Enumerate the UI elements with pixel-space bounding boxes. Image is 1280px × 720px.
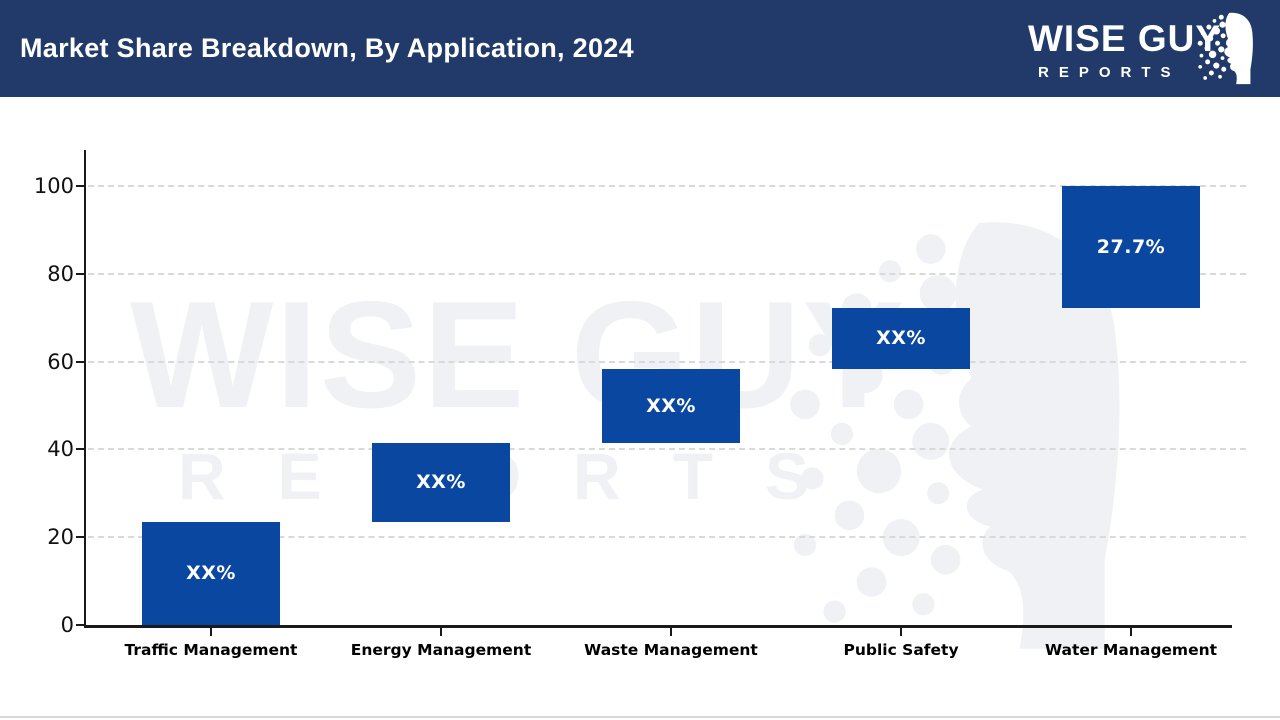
y-tick — [76, 624, 84, 626]
wiseguy-logo: WISE GUY REPORTS — [1028, 12, 1253, 85]
bar-segment: XX% — [142, 521, 280, 625]
bar-segment: XX% — [372, 442, 510, 522]
y-tick — [76, 448, 84, 451]
page-title: Market Share Breakdown, By Application, … — [20, 33, 634, 63]
gridline — [88, 185, 1246, 187]
bottom-border — [0, 716, 1280, 718]
gridline — [88, 536, 1246, 539]
bar-segment: XX% — [602, 369, 740, 443]
bar-segment: 27.7% — [1062, 186, 1200, 308]
logo-subtext: REPORTS — [1038, 64, 1181, 81]
y-tick — [76, 185, 84, 187]
y-tick-label: 40 — [47, 437, 74, 462]
y-tick — [76, 272, 84, 275]
y-tick-label: 80 — [47, 261, 74, 286]
x-tick — [900, 628, 902, 636]
bar-value-label: XX% — [876, 327, 926, 350]
logo-wordmark: WISE GUY — [1028, 18, 1221, 59]
y-tick — [76, 536, 84, 539]
bar-value-label: XX% — [186, 562, 236, 585]
bar-segment: XX% — [832, 307, 970, 370]
x-axis-label: Traffic Management — [124, 641, 298, 659]
x-tick — [440, 628, 442, 636]
header-bar: Market Share Breakdown, By Application, … — [0, 0, 1280, 97]
x-axis-label: Water Management — [1044, 641, 1218, 659]
x-tick — [1130, 628, 1132, 636]
bar-value-label: 27.7% — [1096, 235, 1166, 258]
bar-value-label: XX% — [416, 471, 466, 494]
y-tick — [76, 360, 84, 363]
gridline — [88, 360, 1246, 363]
gridline — [88, 272, 1246, 275]
x-tick — [210, 628, 212, 636]
x-axis-line — [84, 625, 1232, 628]
gridline — [88, 448, 1246, 451]
x-axis-label: Public Safety — [843, 641, 959, 659]
x-tick — [670, 628, 672, 636]
y-tick-label: 60 — [47, 349, 74, 374]
y-axis-line — [84, 150, 86, 628]
y-tick-label: 0 — [60, 613, 74, 637]
y-tick-label: 100 — [33, 174, 74, 198]
x-axis-label: Waste Management — [584, 641, 758, 659]
bar-value-label: XX% — [646, 394, 696, 417]
x-axis-label: Energy Management — [350, 641, 532, 659]
y-tick-label: 20 — [47, 525, 74, 550]
